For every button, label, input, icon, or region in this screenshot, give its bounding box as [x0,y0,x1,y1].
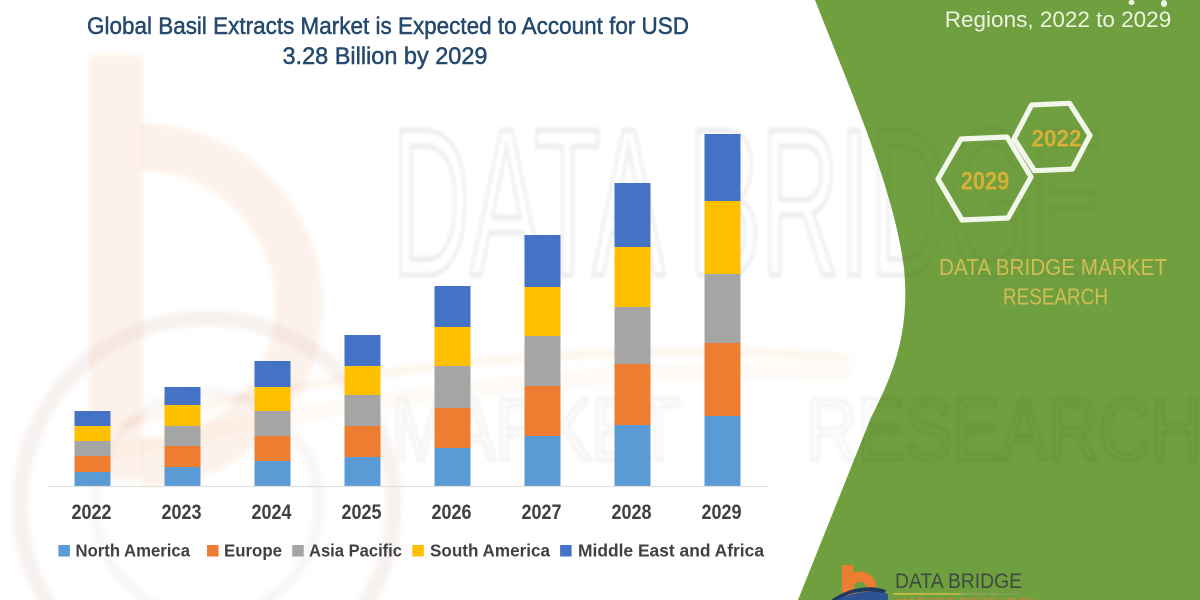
svg-text:2024: 2024 [252,500,292,524]
svg-text:RESEARCH: RESEARCH [1003,284,1108,310]
svg-text:2022: 2022 [72,500,112,524]
svg-text:2023: 2023 [162,500,202,524]
svg-text:Middle East and Africa: Middle East and Africa [578,541,764,561]
svg-text:Global Basil Extracts Market i: Global Basil Extracts Market is Expected… [87,13,689,40]
svg-text:DATA BRIDGE MARKET: DATA BRIDGE MARKET [939,254,1167,280]
svg-text:2026: 2026 [432,500,472,524]
svg-text:Europe: Europe [224,541,282,561]
svg-text:MARKET RESEARCH: MARKET RESEARCH [896,596,1038,600]
svg-text:DATA BRIDGE: DATA BRIDGE [895,570,1022,593]
svg-text:North America: North America [76,541,191,561]
svg-text:2022: 2022 [1032,126,1082,153]
svg-text:2029: 2029 [961,168,1010,196]
svg-text:Asia Pacific: Asia Pacific [309,541,402,561]
svg-text:2025: 2025 [342,500,382,524]
svg-text:2029: 2029 [702,500,742,524]
svg-text:2028: 2028 [612,500,652,524]
svg-text:Regions, 2022 to 2029: Regions, 2022 to 2029 [945,7,1171,32]
svg-text:South America: South America [430,541,550,561]
svg-text:2027: 2027 [522,500,562,524]
svg-text:3.28 Billion by 2029: 3.28 Billion by 2029 [283,43,488,70]
